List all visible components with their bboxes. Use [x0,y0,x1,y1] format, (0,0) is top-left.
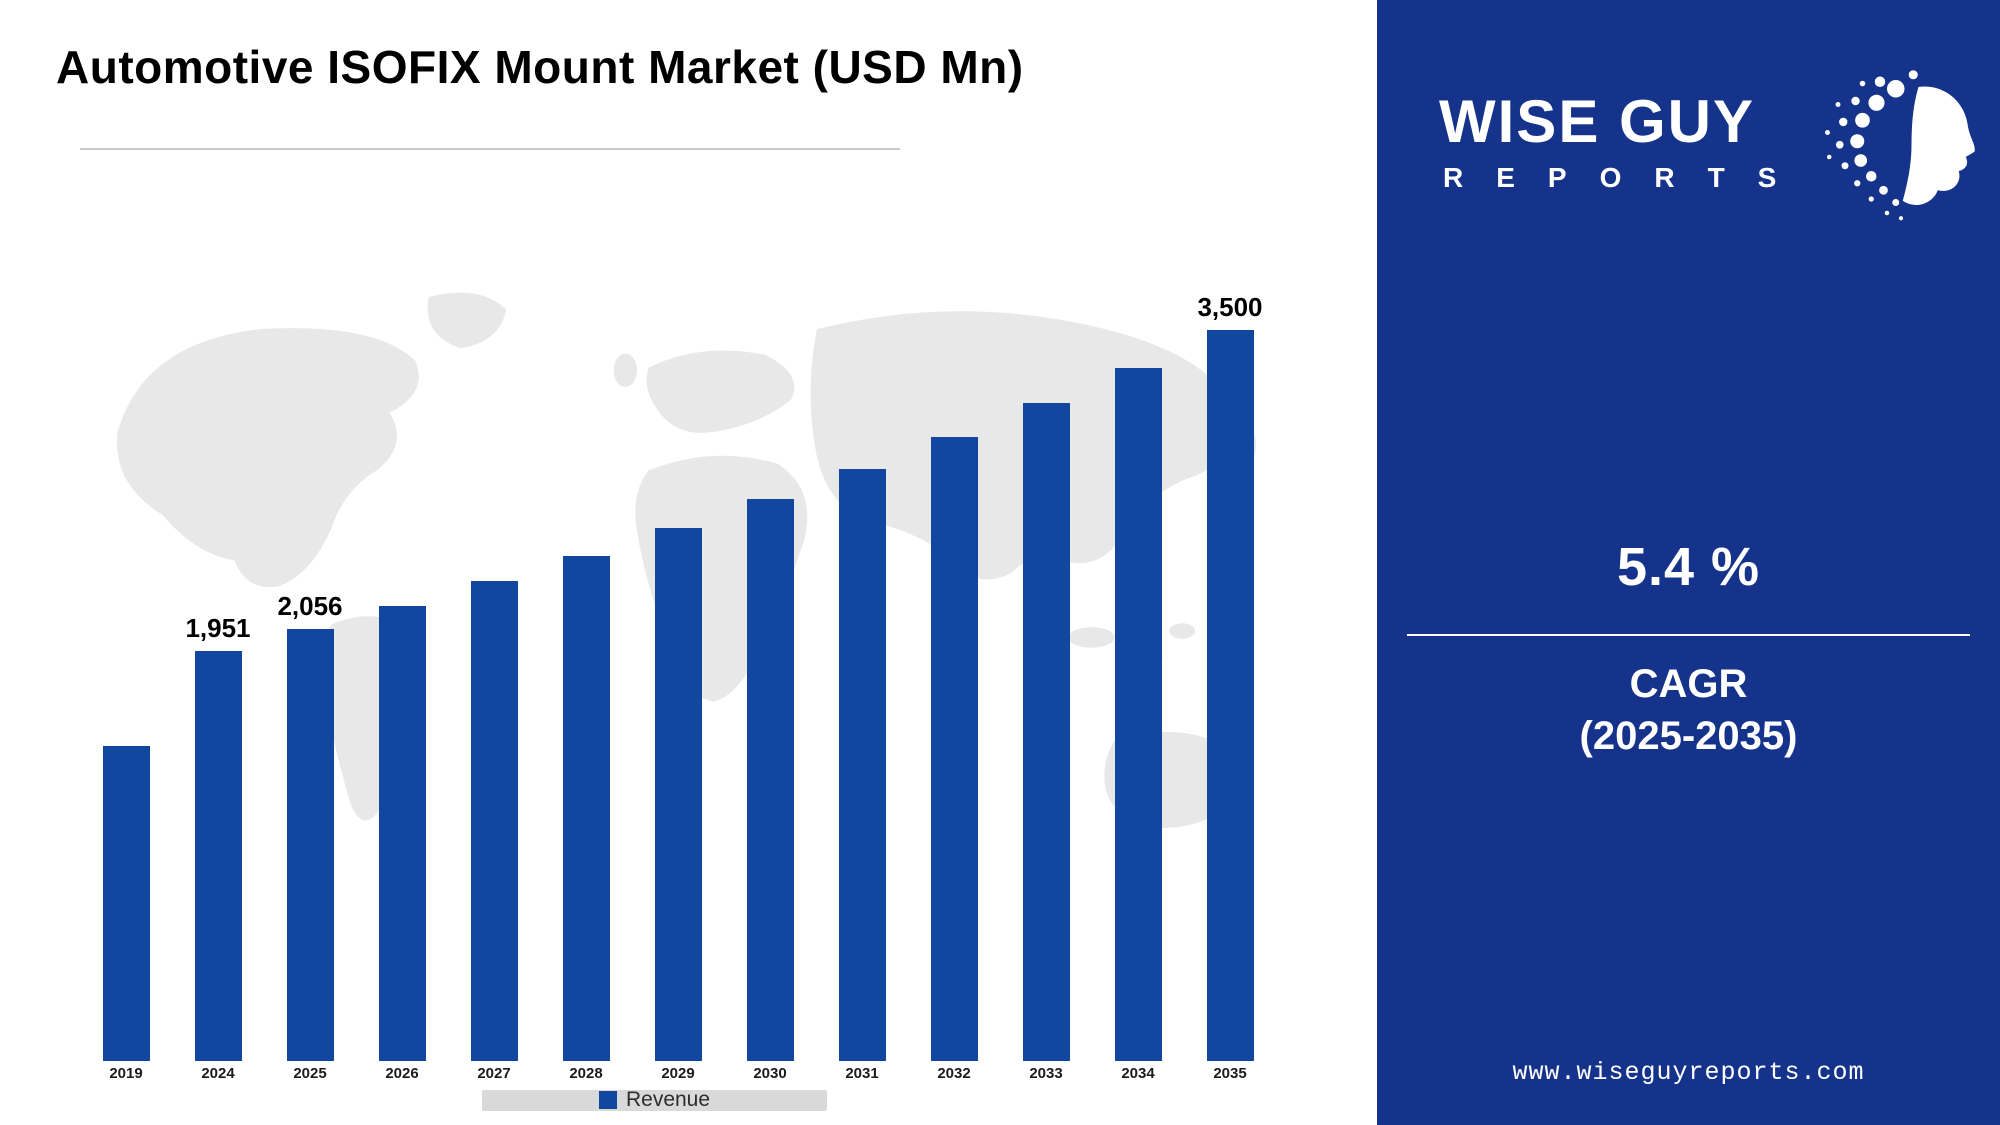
bar-column: 2019 [80,292,172,1087]
revenue-bar[interactable] [1206,330,1254,1061]
bar-column: 2033 [1000,292,1092,1087]
x-axis-label: 2024 [201,1065,235,1082]
x-axis-label: 2033 [1029,1065,1063,1082]
wise-guy-logo: WISE GUY REPORTS [1439,70,1975,221]
bar-column: 2026 [356,292,448,1087]
x-axis-label: 2025 [293,1065,327,1082]
x-axis-label: 2032 [937,1065,971,1082]
revenue-bar[interactable] [838,469,886,1061]
website-url: www.wiseguyreports.com [1512,1058,1865,1087]
logo-line-reports: REPORTS [1443,162,1810,193]
x-axis-label: 2019 [109,1065,143,1082]
x-axis-label: 2027 [477,1065,511,1082]
cagr-divider [1407,634,1970,636]
revenue-bar[interactable] [102,746,150,1061]
revenue-bar[interactable] [470,581,518,1061]
cagr-value: 5.4 % [1616,537,1761,597]
x-axis-label: 2028 [569,1065,603,1082]
revenue-bar[interactable] [746,499,794,1061]
cagr-period: (2025-2035) [1579,714,1798,758]
bar-column: 1,951 2024 [172,292,264,1087]
revenue-bar[interactable] [562,556,610,1061]
x-axis-label: 2029 [661,1065,695,1082]
legend-label: Revenue [625,1088,711,1111]
x-axis-label: 2031 [845,1065,879,1082]
revenue-bar[interactable] [930,437,978,1061]
cagr-label: CAGR [1629,662,1748,706]
revenue-bar[interactable] [1114,368,1162,1061]
revenue-bar[interactable] [194,651,242,1061]
bar-value-label: 1,951 [185,613,251,643]
logo-line-wise-guy: WISE GUY [1439,88,1756,155]
revenue-bar[interactable] [378,606,426,1061]
chart-title: Automotive ISOFIX Mount Market (USD Mn) [56,41,1024,93]
revenue-bar[interactable] [286,629,334,1061]
chart-panel: Automotive ISOFIX Mount Market (USD Mn) … [56,41,1276,1113]
bar-column: 2,056 2025 [264,292,356,1087]
bar-column: 2029 [632,292,724,1087]
revenue-bar[interactable] [654,528,702,1061]
x-axis-label: 2030 [753,1065,787,1082]
logo-text: WISE GUY REPORTS [1439,92,1959,194]
bar-column: 2032 [908,292,1000,1087]
legend-swatch [598,1091,617,1109]
bar-column: 2028 [540,292,632,1087]
legend-background-strip [482,1090,827,1111]
revenue-bar[interactable] [1022,403,1070,1061]
bar-column: 2031 [816,292,908,1087]
bar-column: 3,500 2035 [1184,292,1276,1087]
bar-columns: 2019 1,951 2024 2,056 2025 2026 2027 2028 2029 20… [80,292,1276,1087]
legend-item-revenue[interactable]: Revenue [482,1087,827,1113]
bar-column: 2030 [724,292,816,1087]
sidebar: WISE GUY REPORTS [1377,0,2000,1125]
bar-column: 2027 [448,292,540,1087]
title-underline [80,148,900,150]
bar-value-label: 3,500 [1197,292,1263,322]
logo-dotted-head-icon [1825,70,1975,221]
x-axis-label: 2035 [1213,1065,1247,1082]
bar-value-label: 2,056 [277,591,343,621]
bar-column: 2034 [1092,292,1184,1087]
x-axis-label: 2034 [1121,1065,1155,1082]
x-axis-label: 2026 [385,1065,419,1082]
